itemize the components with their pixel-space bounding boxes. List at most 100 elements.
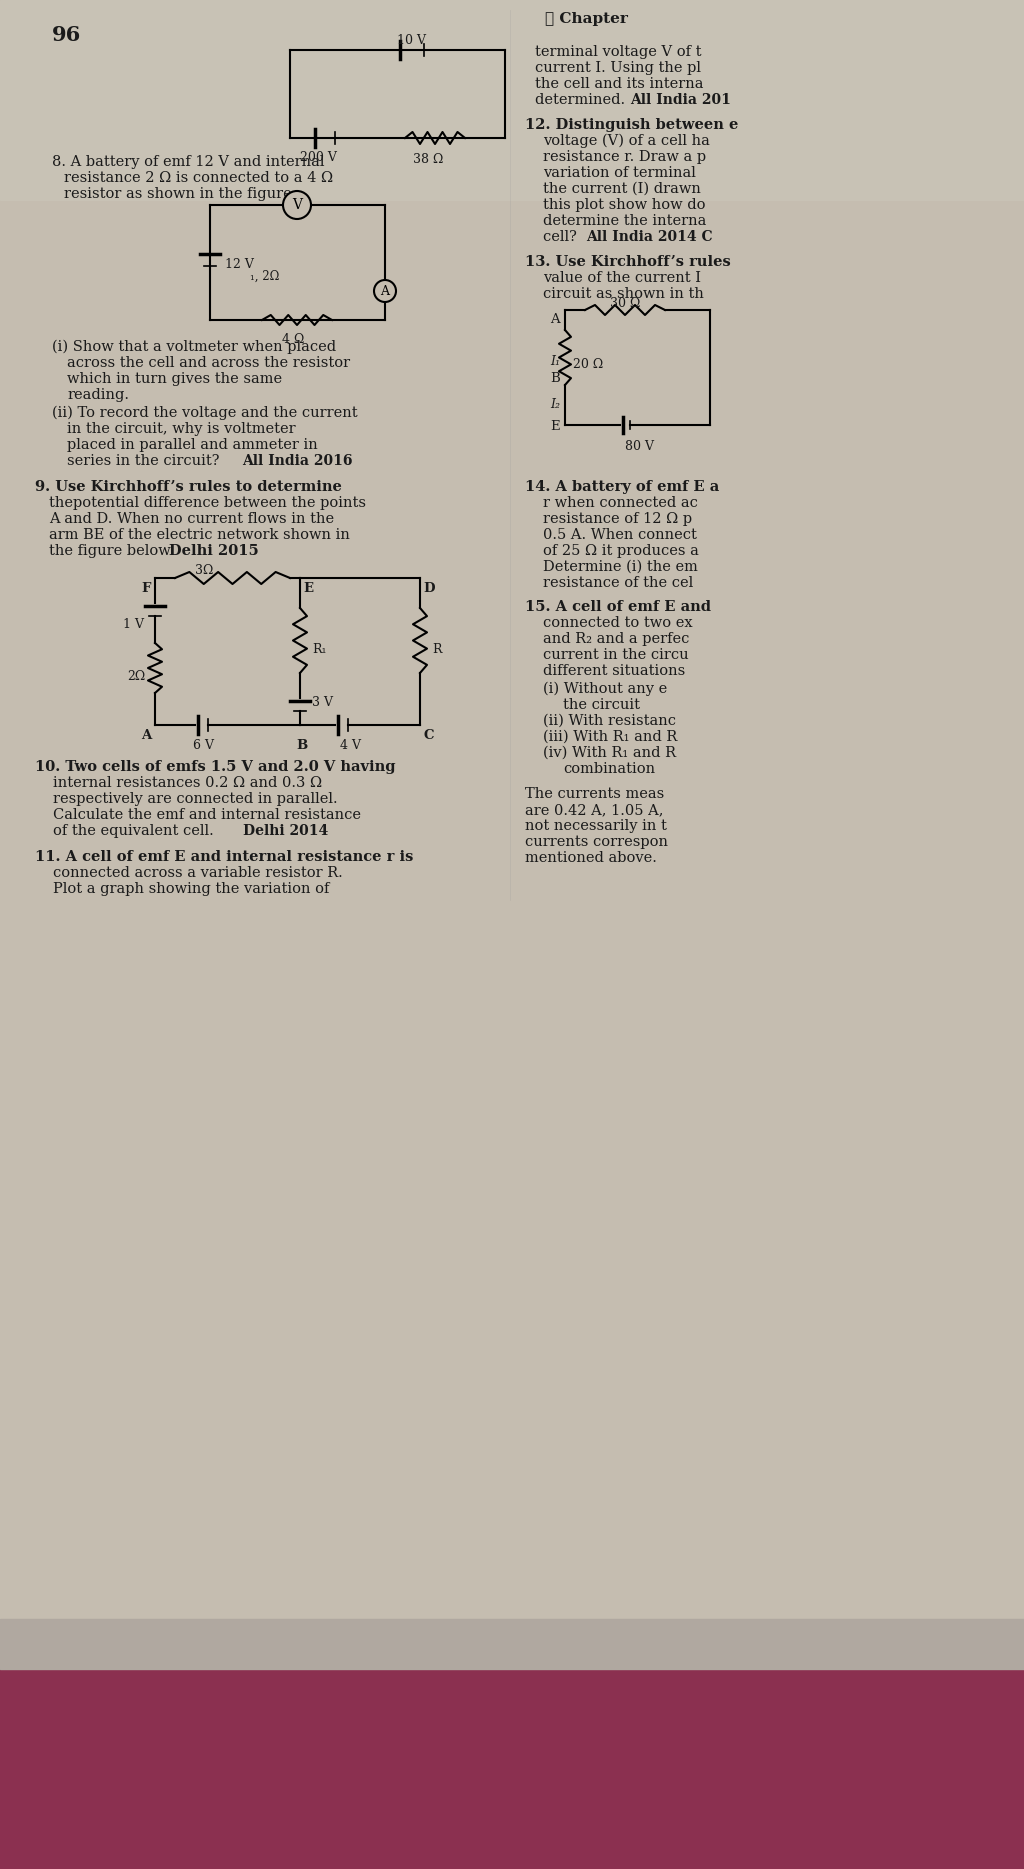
Text: 8. A battery of emf 12 V and internal: 8. A battery of emf 12 V and internal: [52, 155, 325, 168]
Bar: [0, 0, 1024, 200]
Text: 10 V: 10 V: [397, 34, 426, 47]
Bar: [0, 1619, 1024, 1669]
Text: 200 V: 200 V: [300, 151, 337, 164]
Text: A: A: [550, 312, 560, 325]
Text: 1 V: 1 V: [123, 619, 144, 632]
Text: 9. Use Kirchhoff’s rules to determine: 9. Use Kirchhoff’s rules to determine: [35, 480, 342, 493]
Text: the circuit: the circuit: [563, 697, 640, 712]
Bar: [0, 0, 1024, 1669]
Text: (ii) With resistanc: (ii) With resistanc: [543, 714, 676, 729]
Text: internal resistances 0.2 Ω and 0.3 Ω: internal resistances 0.2 Ω and 0.3 Ω: [53, 776, 323, 791]
Text: Delhi 2015: Delhi 2015: [169, 544, 259, 559]
Circle shape: [283, 191, 311, 219]
Text: 12. Distinguish between e: 12. Distinguish between e: [525, 118, 738, 133]
Text: 20 Ω: 20 Ω: [573, 359, 603, 372]
Text: placed in parallel and ammeter in: placed in parallel and ammeter in: [67, 437, 317, 452]
Text: mentioned above.: mentioned above.: [525, 850, 656, 865]
Text: which in turn gives the same: which in turn gives the same: [67, 372, 283, 387]
Text: 30 Ω: 30 Ω: [610, 297, 640, 310]
Text: cell?: cell?: [543, 230, 582, 245]
Text: 11. A cell of emf E and internal resistance r is: 11. A cell of emf E and internal resista…: [35, 850, 414, 863]
Bar: [0, 1648, 1024, 1869]
Text: 80 V: 80 V: [625, 439, 654, 452]
Text: value of the current I: value of the current I: [543, 271, 701, 284]
Text: current I. Using the pl: current I. Using the pl: [535, 62, 701, 75]
Text: 3Ω: 3Ω: [195, 564, 213, 578]
Text: A: A: [381, 284, 389, 297]
Text: 96: 96: [52, 24, 81, 45]
Text: resistor as shown in the figure.: resistor as shown in the figure.: [63, 187, 296, 202]
Text: not necessarily in t: not necessarily in t: [525, 819, 667, 834]
Text: 2Ω: 2Ω: [127, 669, 145, 682]
Text: (iv) With R₁ and R: (iv) With R₁ and R: [543, 746, 676, 761]
Text: 12 V: 12 V: [225, 258, 254, 271]
Text: arm BE of the electric network shown in: arm BE of the electric network shown in: [49, 529, 350, 542]
Text: current in the circu: current in the circu: [543, 649, 688, 662]
Text: 15. A cell of emf E and: 15. A cell of emf E and: [525, 600, 711, 615]
Text: variation of terminal: variation of terminal: [543, 166, 696, 179]
Text: (ii) To record the voltage and the current: (ii) To record the voltage and the curre…: [52, 406, 357, 421]
Text: are 0.42 A, 1.05 A,: are 0.42 A, 1.05 A,: [525, 804, 664, 817]
Text: of 25 Ω it produces a: of 25 Ω it produces a: [543, 544, 698, 559]
Text: 13. Use Kirchhoff’s rules: 13. Use Kirchhoff’s rules: [525, 254, 731, 269]
Circle shape: [374, 280, 396, 303]
Text: All India 2016: All India 2016: [242, 454, 352, 467]
Text: respectively are connected in parallel.: respectively are connected in parallel.: [53, 792, 338, 806]
Text: D: D: [423, 581, 434, 594]
Text: The currents meas: The currents meas: [525, 787, 665, 802]
Text: R: R: [432, 643, 441, 656]
Text: A and D. When no current flows in the: A and D. When no current flows in the: [49, 512, 334, 525]
Text: (i) Without any e: (i) Without any e: [543, 682, 668, 697]
Text: the figure below: the figure below: [49, 544, 175, 559]
Text: connected across a variable resistor R.: connected across a variable resistor R.: [53, 865, 343, 880]
Text: 4 Ω: 4 Ω: [282, 333, 304, 346]
Text: terminal voltage V of t: terminal voltage V of t: [535, 45, 701, 60]
Text: connected to two ex: connected to two ex: [543, 617, 692, 630]
Text: (i) Show that a voltmeter when placed: (i) Show that a voltmeter when placed: [52, 340, 336, 355]
Text: All India 2014 C: All India 2014 C: [586, 230, 713, 245]
Text: voltage (V) of a cell ha: voltage (V) of a cell ha: [543, 135, 710, 148]
Text: 10. Two cells of emfs 1.5 V and 2.0 V having: 10. Two cells of emfs 1.5 V and 2.0 V ha…: [35, 761, 395, 774]
Text: R₁: R₁: [312, 643, 327, 656]
Text: resistance of the cel: resistance of the cel: [543, 576, 693, 591]
Text: of the equivalent cell.: of the equivalent cell.: [53, 824, 218, 837]
Text: 38 Ω: 38 Ω: [413, 153, 443, 166]
Text: determine the interna: determine the interna: [543, 213, 707, 228]
Text: V: V: [292, 198, 302, 211]
Text: thepotential difference between the points: thepotential difference between the poin…: [49, 495, 366, 510]
Text: the cell and its interna: the cell and its interna: [535, 77, 703, 92]
Text: reading.: reading.: [67, 389, 129, 402]
Text: All India 201: All India 201: [630, 93, 731, 107]
Text: 4 V: 4 V: [340, 738, 361, 751]
Text: Plot a graph showing the variation of: Plot a graph showing the variation of: [53, 882, 330, 895]
Text: 0.5 A. When connect: 0.5 A. When connect: [543, 529, 697, 542]
Text: ₁, 2Ω: ₁, 2Ω: [250, 269, 280, 282]
Text: B: B: [296, 738, 307, 751]
Text: determined.: determined.: [535, 93, 630, 107]
Text: combination: combination: [563, 763, 655, 776]
Text: resistance of 12 Ω p: resistance of 12 Ω p: [543, 512, 692, 525]
Text: in the circuit, why is voltmeter: in the circuit, why is voltmeter: [67, 422, 296, 435]
Text: ☑ Chapter: ☑ Chapter: [545, 11, 628, 26]
Text: I₂: I₂: [550, 398, 560, 411]
Text: E: E: [303, 581, 313, 594]
Text: the current (I) drawn: the current (I) drawn: [543, 181, 700, 196]
Text: across the cell and across the resistor: across the cell and across the resistor: [67, 355, 350, 370]
Text: Determine (i) the em: Determine (i) the em: [543, 561, 698, 574]
Text: different situations: different situations: [543, 663, 685, 678]
Text: resistance r. Draw a p: resistance r. Draw a p: [543, 150, 707, 164]
Text: 6 V: 6 V: [193, 738, 214, 751]
Text: r when connected ac: r when connected ac: [543, 495, 698, 510]
Text: 14. A battery of emf E a: 14. A battery of emf E a: [525, 480, 719, 493]
Text: I₁: I₁: [550, 355, 560, 368]
Text: B: B: [550, 372, 560, 385]
Text: series in the circuit?: series in the circuit?: [67, 454, 224, 467]
Text: (iii) With R₁ and R: (iii) With R₁ and R: [543, 731, 677, 744]
Text: C: C: [423, 729, 433, 742]
Text: this plot show how do: this plot show how do: [543, 198, 706, 211]
Text: and R₂ and a perfec: and R₂ and a perfec: [543, 632, 689, 647]
Text: Delhi 2014: Delhi 2014: [243, 824, 329, 837]
Text: F: F: [141, 581, 151, 594]
Text: E: E: [550, 421, 560, 434]
Text: Calculate the emf and internal resistance: Calculate the emf and internal resistanc…: [53, 807, 361, 822]
